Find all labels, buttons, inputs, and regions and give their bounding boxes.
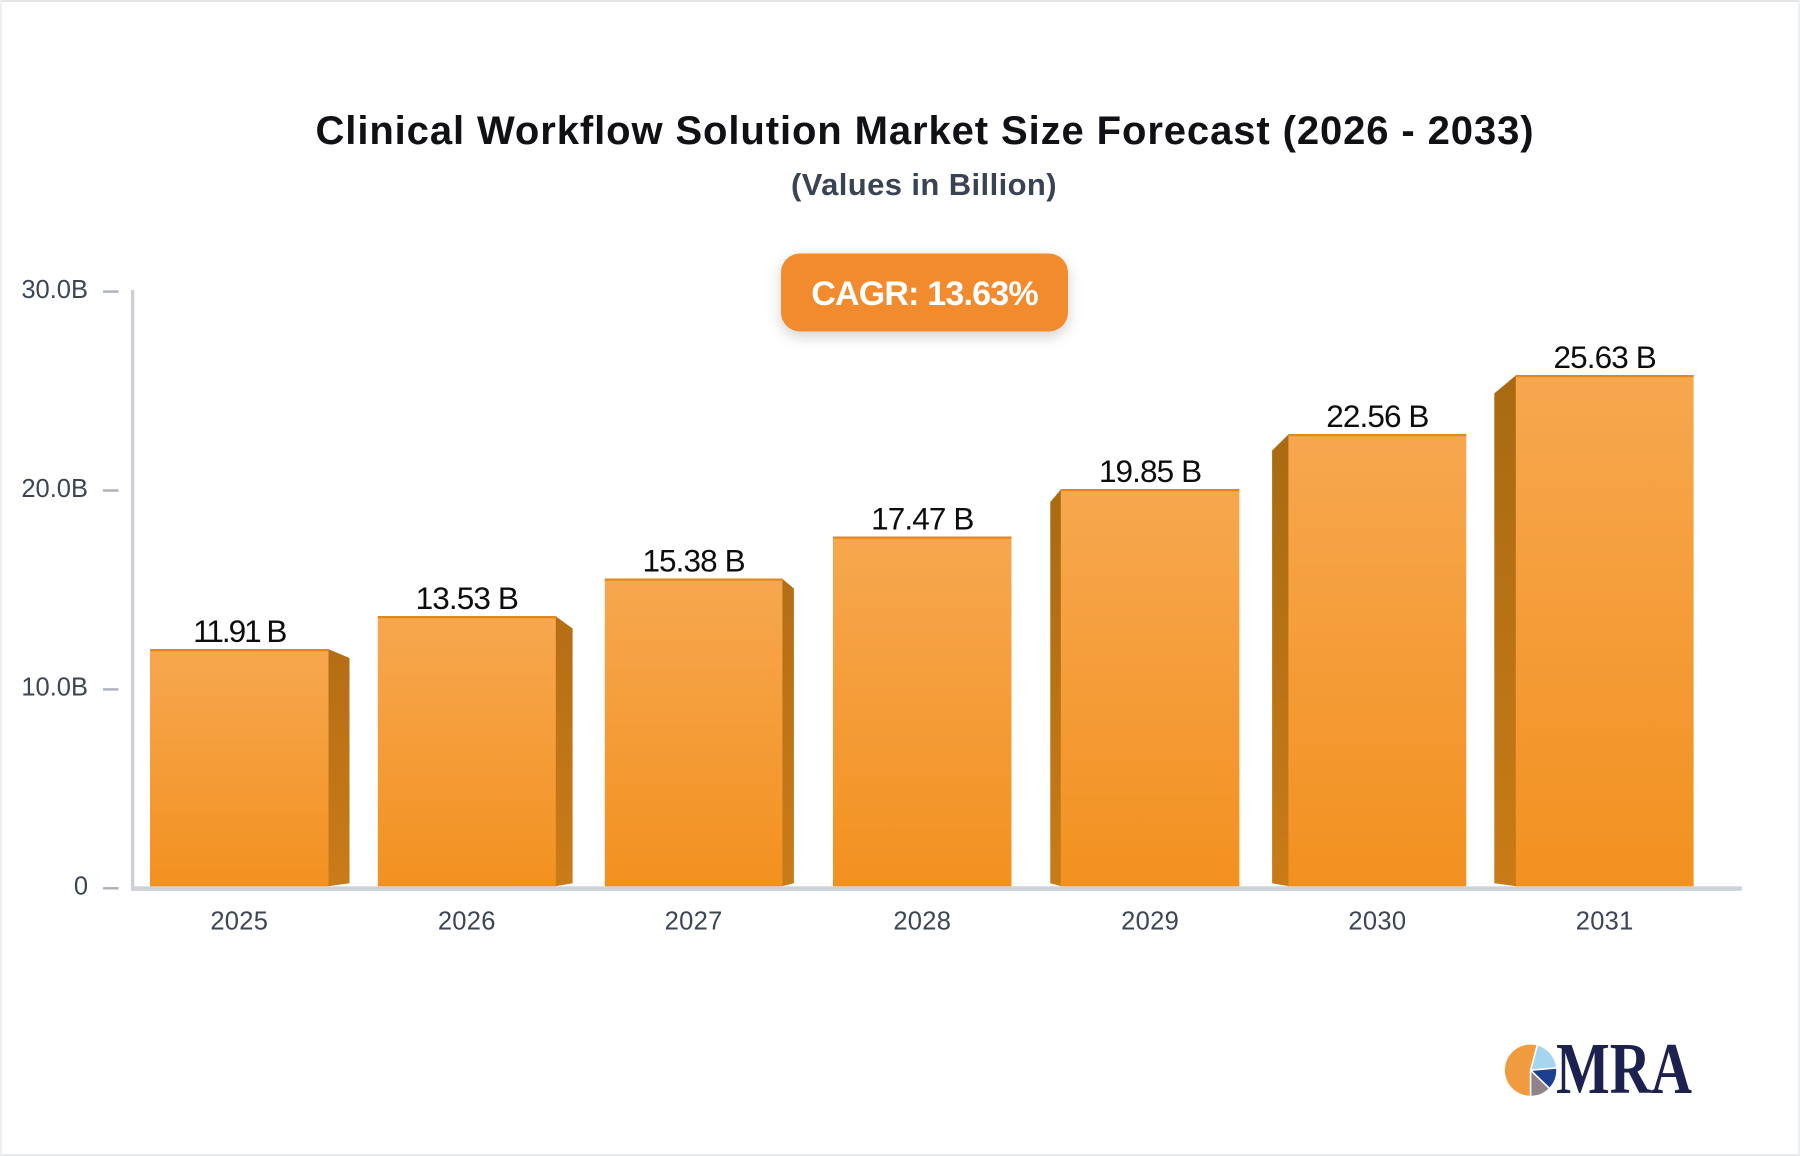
svg-text:15.38 B: 15.38 B xyxy=(642,543,744,579)
svg-text:19.85 B: 19.85 B xyxy=(1099,453,1201,489)
svg-text:0: 0 xyxy=(74,873,88,901)
svg-text:2031: 2031 xyxy=(1576,908,1634,936)
svg-text:13.53 B: 13.53 B xyxy=(416,580,518,616)
svg-text:17.47 B: 17.47 B xyxy=(871,501,973,537)
svg-text:2028: 2028 xyxy=(893,908,951,936)
svg-text:25.63 B: 25.63 B xyxy=(1554,339,1656,375)
svg-text:(Values in Billion): (Values in Billion) xyxy=(791,167,1057,202)
svg-text:11.91 B: 11.91 B xyxy=(193,613,286,649)
svg-text:CAGR: 13.63%: CAGR: 13.63% xyxy=(811,275,1038,313)
svg-text:2029: 2029 xyxy=(1121,908,1179,936)
svg-text:2027: 2027 xyxy=(665,908,723,936)
svg-text:10.0B: 10.0B xyxy=(21,674,88,702)
svg-text:Clinical Workflow Solution Mar: Clinical Workflow Solution Market Size F… xyxy=(316,109,1535,153)
svg-text:2030: 2030 xyxy=(1348,908,1406,936)
svg-text:30.0B: 30.0B xyxy=(21,276,88,304)
svg-text:20.0B: 20.0B xyxy=(21,475,88,503)
svg-text:2025: 2025 xyxy=(210,908,268,936)
svg-text:MRA: MRA xyxy=(1556,1029,1692,1109)
svg-text:22.56 B: 22.56 B xyxy=(1326,398,1428,434)
svg-text:2026: 2026 xyxy=(438,908,496,936)
